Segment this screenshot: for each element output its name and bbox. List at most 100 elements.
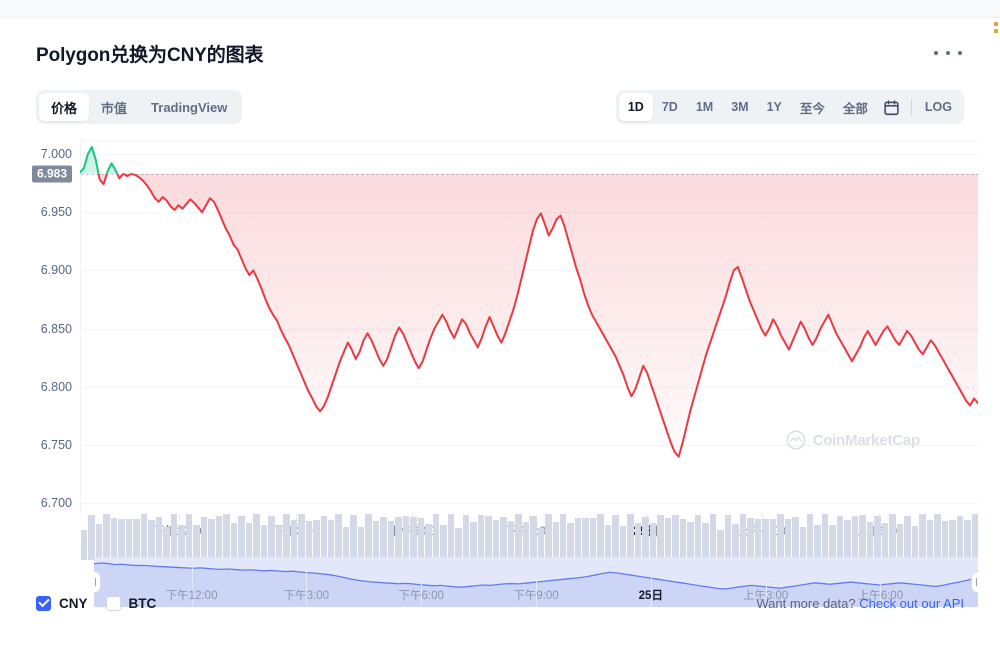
chart-navigator[interactable]: 下午12:00 下午3:00 下午6:00 下午9:00 25日 上午3:00 上午6:00 — [94, 557, 978, 607]
volume-bar — [664, 517, 672, 560]
y-axis: 7.000 6.950 6.900 6.850 6.800 6.750 6.700 6.983 — [22, 140, 80, 515]
gridline — [80, 328, 978, 330]
volume-bar — [687, 521, 694, 560]
range-3M[interactable]: 3M — [731, 100, 749, 114]
volume-bar — [919, 514, 926, 560]
volume-bar — [582, 517, 589, 560]
volume-bar — [530, 516, 537, 560]
navigator-x-tick-label: 下午9:00 — [513, 590, 559, 602]
volume-bar — [185, 514, 193, 560]
volume-bar — [545, 514, 552, 560]
volume-bar — [604, 524, 612, 560]
range-至今[interactable]: 至今 — [799, 101, 825, 116]
plot-top-border — [80, 140, 978, 141]
log-scale-button[interactable]: LOG — [924, 100, 952, 114]
volume-bar — [747, 518, 754, 560]
volume-bar — [313, 519, 320, 560]
legend-item-BTC[interactable]: BTC — [105, 595, 156, 611]
volume-bar — [806, 514, 814, 560]
volume-bar — [462, 515, 470, 560]
volume-bar — [193, 524, 200, 560]
volume-bar — [522, 522, 530, 560]
navigator-handle-left[interactable] — [94, 571, 101, 593]
navigator-handle-right[interactable] — [971, 571, 978, 593]
api-link[interactable]: Check out our API — [859, 595, 964, 611]
range-1Y[interactable]: 1Y — [766, 100, 782, 114]
volume-bar — [859, 514, 866, 560]
volume-bar — [432, 514, 440, 560]
volume-bar — [305, 520, 313, 560]
volume-bar — [799, 526, 806, 560]
kebab-menu-icon[interactable] — [934, 44, 962, 62]
volume-bar — [320, 515, 327, 560]
volume-bar — [230, 522, 238, 560]
navigator-gridline — [536, 557, 537, 607]
volume-bar — [597, 514, 604, 560]
currency-legend: CNY BTC — [36, 595, 156, 611]
tab-1[interactable]: 市值 — [101, 100, 128, 116]
volume-bar — [574, 517, 582, 560]
price-plot[interactable] — [80, 140, 978, 515]
volume-bar — [470, 521, 477, 560]
time-range-selector: 1D 7D 1M 3M 1Y 至今 全部 LOG — [615, 90, 964, 124]
volume-bar — [125, 519, 133, 560]
more-data-label: Want more data? — [756, 595, 860, 611]
gridline — [80, 503, 978, 505]
volume-bar — [672, 515, 679, 560]
navigator-x-tick-label: 25日 — [638, 590, 663, 602]
volume-bar — [245, 523, 253, 560]
volume-bar — [365, 514, 372, 560]
volume-bar — [552, 522, 559, 560]
volume-bar — [814, 525, 821, 560]
navigator-x-tick-label: 下午12:00 — [165, 590, 218, 602]
checkbox-BTC[interactable] — [105, 595, 121, 611]
volume-bar — [874, 516, 881, 560]
volume-bar — [178, 524, 185, 560]
volume-bar — [208, 519, 215, 560]
volume-bar — [634, 523, 642, 560]
price-area-fill — [80, 173, 978, 457]
volume-bar — [971, 514, 978, 560]
volume-bar — [118, 518, 125, 560]
range-1M[interactable]: 1M — [695, 100, 714, 114]
volume-bar — [238, 516, 245, 560]
price-area-fill — [80, 146, 132, 174]
volume-bar — [447, 514, 455, 560]
y-tick-label: 6.700 — [40, 496, 72, 511]
chart-area: 7.000 6.950 6.900 6.850 6.800 6.750 6.700 6.983… — [22, 140, 978, 560]
volume-bar — [372, 520, 380, 560]
volume-bar — [694, 514, 702, 560]
volume-bar — [762, 519, 769, 560]
volume-bar — [739, 514, 747, 560]
x-tick-mark — [179, 514, 181, 521]
volume-bar — [851, 516, 859, 560]
y-tick-label: 6.850 — [40, 321, 72, 336]
volume-bar — [777, 514, 784, 560]
volume-bar — [679, 518, 687, 560]
range-7D[interactable]: 7D — [661, 100, 678, 114]
volume-bar — [350, 514, 357, 560]
range-1D[interactable]: 1D — [618, 93, 653, 121]
chart-type-tabs: 价格 市值 TradingView — [36, 90, 243, 124]
current-price-badge: 6.983 — [32, 165, 73, 183]
tab-0[interactable]: 价格 — [39, 93, 90, 121]
volume-bar — [956, 515, 964, 560]
volume-bar — [455, 527, 462, 560]
volume-bar — [95, 524, 103, 560]
legend-item-CNY[interactable]: CNY — [36, 595, 88, 611]
volume-bar — [627, 514, 634, 560]
range-全部[interactable]: 全部 — [842, 101, 868, 116]
calendar-icon[interactable] — [877, 93, 907, 121]
y-tick-label: 6.750 — [40, 438, 72, 453]
plot-left-axis — [80, 140, 81, 515]
tab-2[interactable]: TradingView — [151, 99, 228, 115]
volume-bar — [881, 523, 889, 560]
volume-bar — [298, 514, 305, 560]
checkbox-CNY[interactable] — [36, 595, 51, 611]
volume-bar — [702, 522, 709, 560]
y-tick-label: 6.800 — [40, 379, 72, 394]
volume-bar — [327, 520, 335, 560]
volume-bar — [507, 521, 515, 560]
volume-bar — [560, 514, 567, 560]
navigator-x-tick-label: 下午6:00 — [398, 590, 444, 602]
